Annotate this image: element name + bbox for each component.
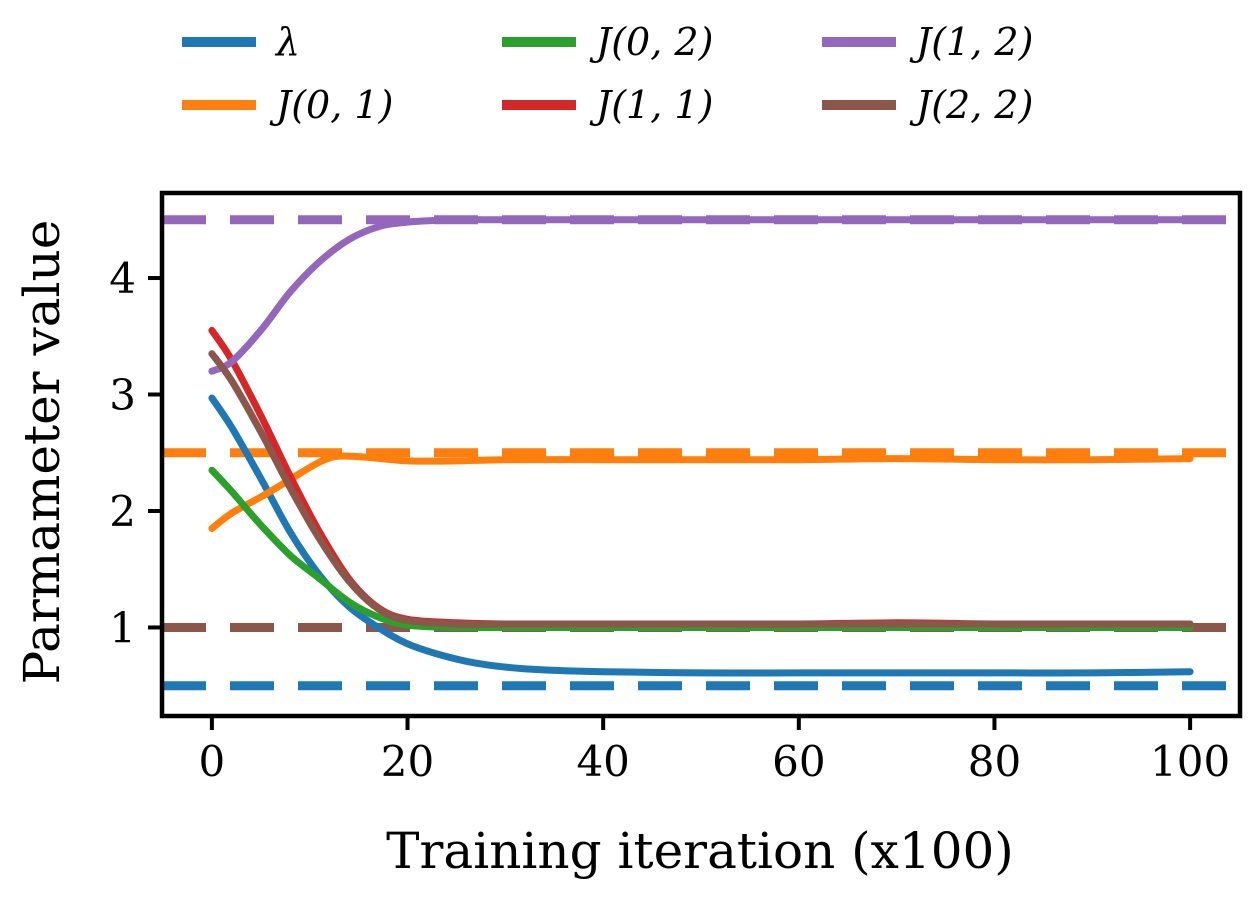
y-tick-label: 4 [109, 254, 136, 303]
x-tick-label: 40 [576, 737, 629, 786]
x-tick-label: 20 [381, 737, 434, 786]
plot-frame [159, 190, 1243, 719]
legend-label-J22: J(2, 2) [909, 83, 1033, 127]
y-axis-label: Parmameter value [13, 219, 71, 685]
series-line-J01 [208, 452, 1194, 532]
series-line-J12 [208, 216, 1194, 375]
series-line-lambda [208, 394, 1194, 677]
legend-label-J02: J(0, 2) [589, 20, 713, 64]
x-tick-label: 80 [968, 737, 1021, 786]
y-tick-label: 3 [109, 371, 136, 420]
legend-label-J01: J(0, 1) [269, 83, 393, 127]
legend-label-J11: J(1, 1) [589, 83, 713, 127]
legend-label-J12: J(1, 2) [909, 20, 1033, 64]
x-tick-label: 100 [1150, 737, 1230, 786]
y-tick-label: 1 [109, 603, 136, 652]
x-axis-label: Training iteration (x100) [386, 822, 1014, 880]
series-line-J11 [208, 326, 1194, 628]
legend-label-lambda: λ [274, 20, 300, 64]
series-line-J22 [208, 350, 1194, 628]
x-tick-label: 0 [199, 737, 226, 786]
x-tick-label: 60 [772, 737, 825, 786]
y-tick-label: 2 [109, 487, 136, 536]
series-line-J02 [208, 466, 1194, 632]
